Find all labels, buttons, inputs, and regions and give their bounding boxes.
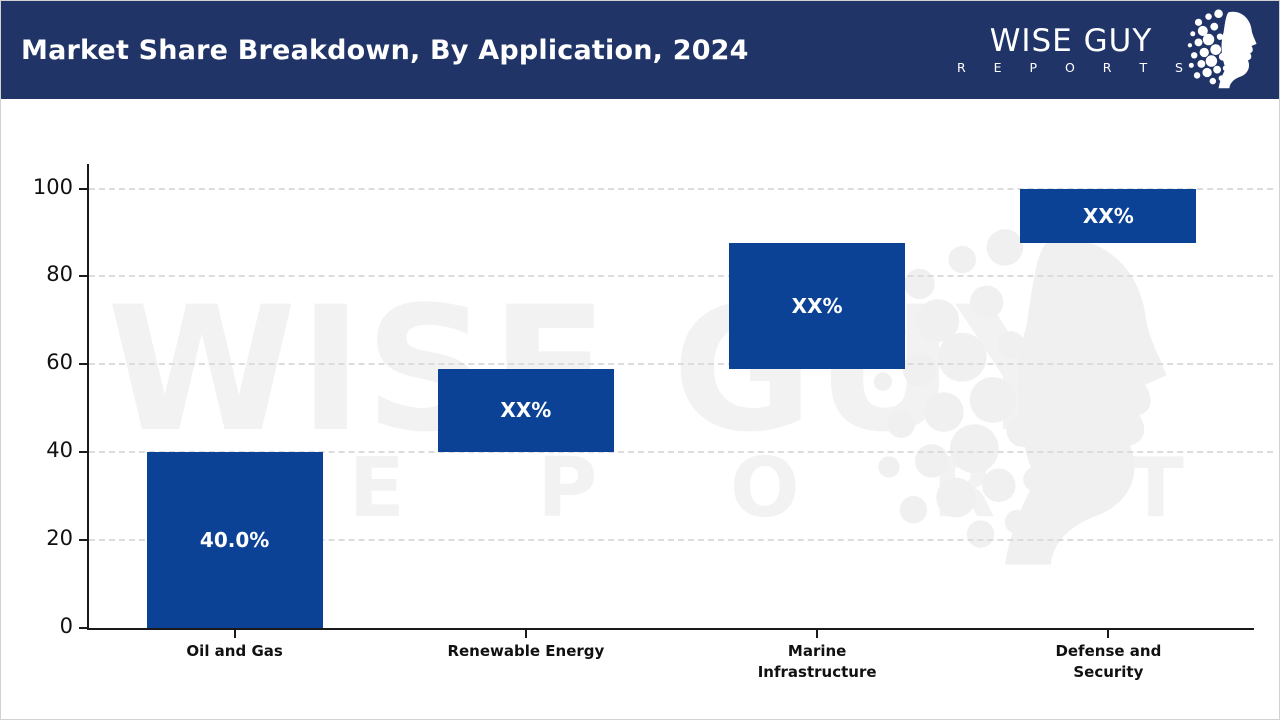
bar-value-label: 40.0% xyxy=(199,528,270,553)
gridline xyxy=(89,451,1273,454)
x-axis-tick xyxy=(233,630,236,638)
header-bar: Market Share Breakdown, By Application, … xyxy=(1,1,1279,99)
bar-segment: 40.0% xyxy=(146,452,323,628)
bar-segment: XX% xyxy=(729,243,906,369)
bar-value-label: XX% xyxy=(500,398,552,423)
y-axis-tick xyxy=(79,275,87,278)
x-axis-tick xyxy=(816,630,819,638)
y-axis-tick-label: 100 xyxy=(32,174,73,199)
gridline xyxy=(89,187,1273,190)
brand-subtitle: R E P O R T S xyxy=(956,59,1195,75)
y-axis-line xyxy=(87,164,89,630)
y-axis-tick-label: 40 xyxy=(46,438,73,463)
gridline xyxy=(89,363,1273,366)
y-axis-tick xyxy=(79,539,87,542)
y-axis-tick-label: 60 xyxy=(46,350,73,375)
page-title: Market Share Breakdown, By Application, … xyxy=(21,34,749,66)
x-axis-category-label: Renewable Energy xyxy=(447,642,605,660)
brand-text: WISE GUY R E P O R T S xyxy=(947,25,1195,75)
gridline xyxy=(89,539,1273,542)
y-axis-tick xyxy=(79,363,87,366)
y-axis-tick xyxy=(79,187,87,190)
y-axis-tick xyxy=(79,627,87,629)
y-axis-tick-label: 20 xyxy=(46,526,73,551)
x-axis-line xyxy=(87,628,1254,630)
brand-logo: WISE GUY R E P O R T S xyxy=(947,6,1261,94)
y-axis-tick-label: 0 xyxy=(59,614,73,638)
bar-segment: XX% xyxy=(1020,188,1197,244)
x-axis-category-label: Defense and Security xyxy=(1055,642,1162,681)
x-axis-category-label: Marine Infrastructure xyxy=(757,642,877,681)
bar-segment: XX% xyxy=(437,368,614,453)
bar-value-label: XX% xyxy=(1082,203,1134,228)
gridline xyxy=(89,275,1273,278)
watermark-head-profile-icon xyxy=(873,229,1167,565)
y-axis-tick xyxy=(79,451,87,454)
dotted-head-profile-icon xyxy=(1187,9,1257,89)
x-axis-tick xyxy=(1107,630,1110,638)
brand-name: WISE GUY xyxy=(989,23,1153,60)
x-axis-category-label: Oil and Gas xyxy=(186,642,283,660)
x-axis-tick xyxy=(524,630,527,638)
y-axis-tick-label: 80 xyxy=(46,262,73,287)
bar-value-label: XX% xyxy=(791,294,843,319)
